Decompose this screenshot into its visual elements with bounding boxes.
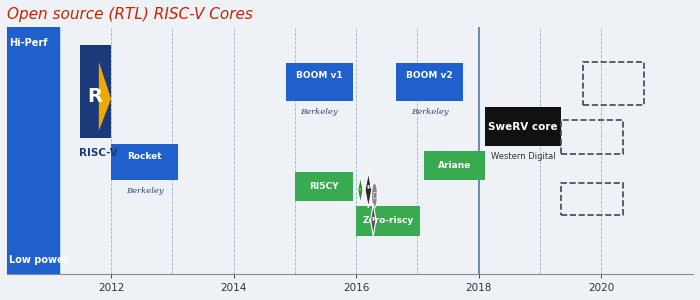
Bar <box>7 27 59 274</box>
Circle shape <box>372 183 377 207</box>
Bar <box>111 145 178 180</box>
Polygon shape <box>365 172 372 208</box>
Bar <box>424 151 485 180</box>
Polygon shape <box>370 204 376 236</box>
Bar <box>561 120 622 154</box>
Text: RISC-V: RISC-V <box>80 148 118 158</box>
Text: Berkeley: Berkeley <box>300 108 338 116</box>
Text: Berkeley: Berkeley <box>126 188 164 195</box>
Text: SweRV core: SweRV core <box>488 122 558 132</box>
Bar <box>583 62 644 105</box>
Text: P: P <box>366 185 371 190</box>
Text: Hi-Perf: Hi-Perf <box>9 38 48 48</box>
Text: RI5CY: RI5CY <box>309 182 339 191</box>
Polygon shape <box>99 62 111 131</box>
Text: Zero-riscy: Zero-riscy <box>363 217 414 226</box>
Bar <box>286 63 353 101</box>
Bar <box>80 45 111 138</box>
Text: Open source (RTL) RISC-V Cores: Open source (RTL) RISC-V Cores <box>7 7 253 22</box>
Text: ✦: ✦ <box>358 188 363 193</box>
Text: Berkeley: Berkeley <box>411 108 449 116</box>
Text: Ariane: Ariane <box>438 161 471 170</box>
Text: R: R <box>87 87 102 106</box>
Text: ⏻: ⏻ <box>372 192 377 198</box>
Text: Low power: Low power <box>9 256 69 266</box>
Text: BOOM v2: BOOM v2 <box>406 71 453 80</box>
Bar <box>396 63 463 101</box>
Text: Rocket: Rocket <box>127 152 162 161</box>
Text: P: P <box>371 218 376 223</box>
Text: BOOM v1: BOOM v1 <box>296 71 343 80</box>
Bar <box>561 183 622 215</box>
Polygon shape <box>358 177 363 204</box>
Text: Western Digital: Western Digital <box>491 152 555 161</box>
Bar <box>485 107 561 146</box>
Bar <box>295 172 353 201</box>
Bar <box>356 206 421 236</box>
